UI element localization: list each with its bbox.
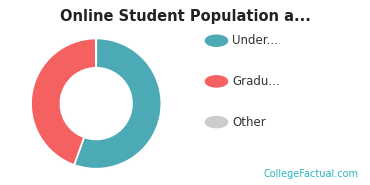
Text: Other: Other bbox=[232, 116, 266, 129]
Text: Online Student Population a...: Online Student Population a... bbox=[60, 9, 310, 24]
Wedge shape bbox=[74, 38, 161, 169]
Wedge shape bbox=[31, 38, 96, 165]
Text: Gradu...: Gradu... bbox=[232, 75, 280, 88]
Text: 44.4%: 44.4% bbox=[61, 92, 92, 102]
Text: CollegeFactual.com: CollegeFactual.com bbox=[264, 169, 359, 179]
Text: 55.5%: 55.5% bbox=[100, 106, 131, 115]
Text: Under...: Under... bbox=[232, 34, 278, 47]
